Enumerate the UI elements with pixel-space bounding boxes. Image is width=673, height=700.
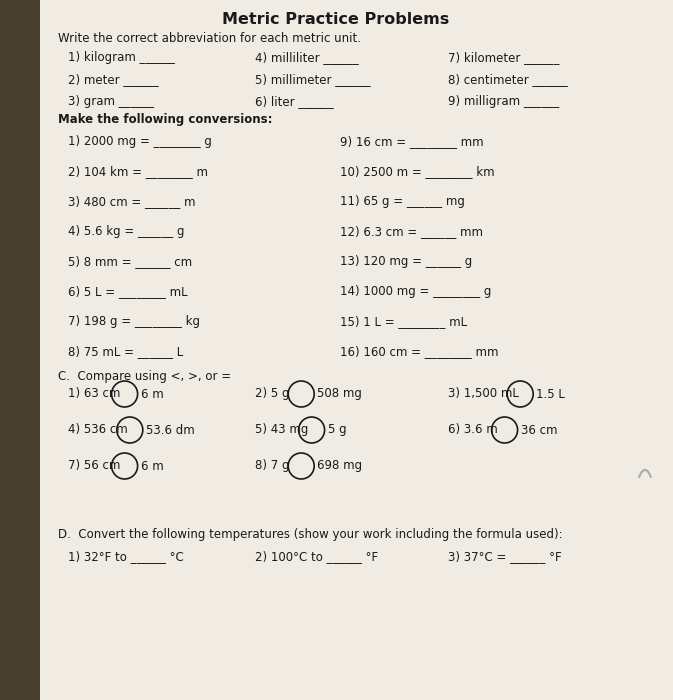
Bar [0, 0, 40, 700]
Text: 2) 5 g: 2) 5 g [255, 388, 289, 400]
Text: 508 mg: 508 mg [317, 388, 362, 400]
Text: 6 m: 6 m [141, 388, 164, 400]
Text: 10) 2500 m = ________ km: 10) 2500 m = ________ km [340, 165, 495, 178]
Text: 13) 120 mg = ______ g: 13) 120 mg = ______ g [340, 255, 472, 268]
Text: Write the correct abbreviation for each metric unit.: Write the correct abbreviation for each … [58, 32, 361, 45]
Text: 7) 56 cm: 7) 56 cm [68, 459, 120, 473]
Text: Make the following conversions:: Make the following conversions: [58, 113, 273, 126]
Text: 11) 65 g = ______ mg: 11) 65 g = ______ mg [340, 195, 465, 208]
Text: 53.6 dm: 53.6 dm [146, 424, 194, 437]
Text: 5) 8 mm = ______ cm: 5) 8 mm = ______ cm [68, 255, 192, 268]
Text: 4) 536 cm: 4) 536 cm [68, 424, 128, 437]
Text: 3) 37°C = ______ °F: 3) 37°C = ______ °F [448, 550, 562, 563]
Text: 9) 16 cm = ________ mm: 9) 16 cm = ________ mm [340, 135, 484, 148]
Text: 3) gram ______: 3) gram ______ [68, 95, 154, 108]
Text: 6) 5 L = ________ mL: 6) 5 L = ________ mL [68, 285, 188, 298]
Text: 8) 7 g: 8) 7 g [255, 459, 289, 473]
Text: 2) 104 km = ________ m: 2) 104 km = ________ m [68, 165, 208, 178]
Text: 1) 63 cm: 1) 63 cm [68, 388, 120, 400]
Text: 15) 1 L = ________ mL: 15) 1 L = ________ mL [340, 315, 467, 328]
Text: 4) 5.6 kg = ______ g: 4) 5.6 kg = ______ g [68, 225, 184, 238]
Text: 8) centimeter ______: 8) centimeter ______ [448, 73, 568, 86]
Text: 9) milligram ______: 9) milligram ______ [448, 95, 559, 108]
Text: 8) 75 mL = ______ L: 8) 75 mL = ______ L [68, 345, 183, 358]
Text: 1.5 L: 1.5 L [536, 388, 565, 400]
Text: 36 cm: 36 cm [521, 424, 557, 437]
Text: 1) 32°F to ______ °C: 1) 32°F to ______ °C [68, 550, 184, 563]
Text: 12) 6.3 cm = ______ mm: 12) 6.3 cm = ______ mm [340, 225, 483, 238]
Text: 3) 1,500 mL: 3) 1,500 mL [448, 388, 519, 400]
Text: 7) 198 g = ________ kg: 7) 198 g = ________ kg [68, 315, 200, 328]
Text: 5 g: 5 g [328, 424, 346, 437]
Text: 698 mg: 698 mg [317, 459, 362, 473]
Text: 6) liter ______: 6) liter ______ [255, 95, 334, 108]
Text: 5) 43 mg: 5) 43 mg [255, 424, 308, 437]
Text: 2) 100°C to ______ °F: 2) 100°C to ______ °F [255, 550, 378, 563]
Text: 5) millimeter ______: 5) millimeter ______ [255, 73, 371, 86]
Text: C.  Compare using <, >, or =: C. Compare using <, >, or = [58, 370, 231, 383]
Text: 3) 480 cm = ______ m: 3) 480 cm = ______ m [68, 195, 195, 208]
Text: 7) kilometer ______: 7) kilometer ______ [448, 51, 559, 64]
Text: 1) 2000 mg = ________ g: 1) 2000 mg = ________ g [68, 135, 212, 148]
Text: Metric Practice Problems: Metric Practice Problems [222, 12, 450, 27]
Text: 6) 3.6 m: 6) 3.6 m [448, 424, 498, 437]
Text: 6 m: 6 m [141, 459, 164, 473]
Text: 14) 1000 mg = ________ g: 14) 1000 mg = ________ g [340, 285, 491, 298]
Text: D.  Convert the following temperatures (show your work including the formula use: D. Convert the following temperatures (s… [58, 528, 563, 541]
Text: 16) 160 cm = ________ mm: 16) 160 cm = ________ mm [340, 345, 499, 358]
Text: 1) kilogram ______: 1) kilogram ______ [68, 51, 175, 64]
Text: 2) meter ______: 2) meter ______ [68, 73, 159, 86]
Text: 4) milliliter ______: 4) milliliter ______ [255, 51, 359, 64]
